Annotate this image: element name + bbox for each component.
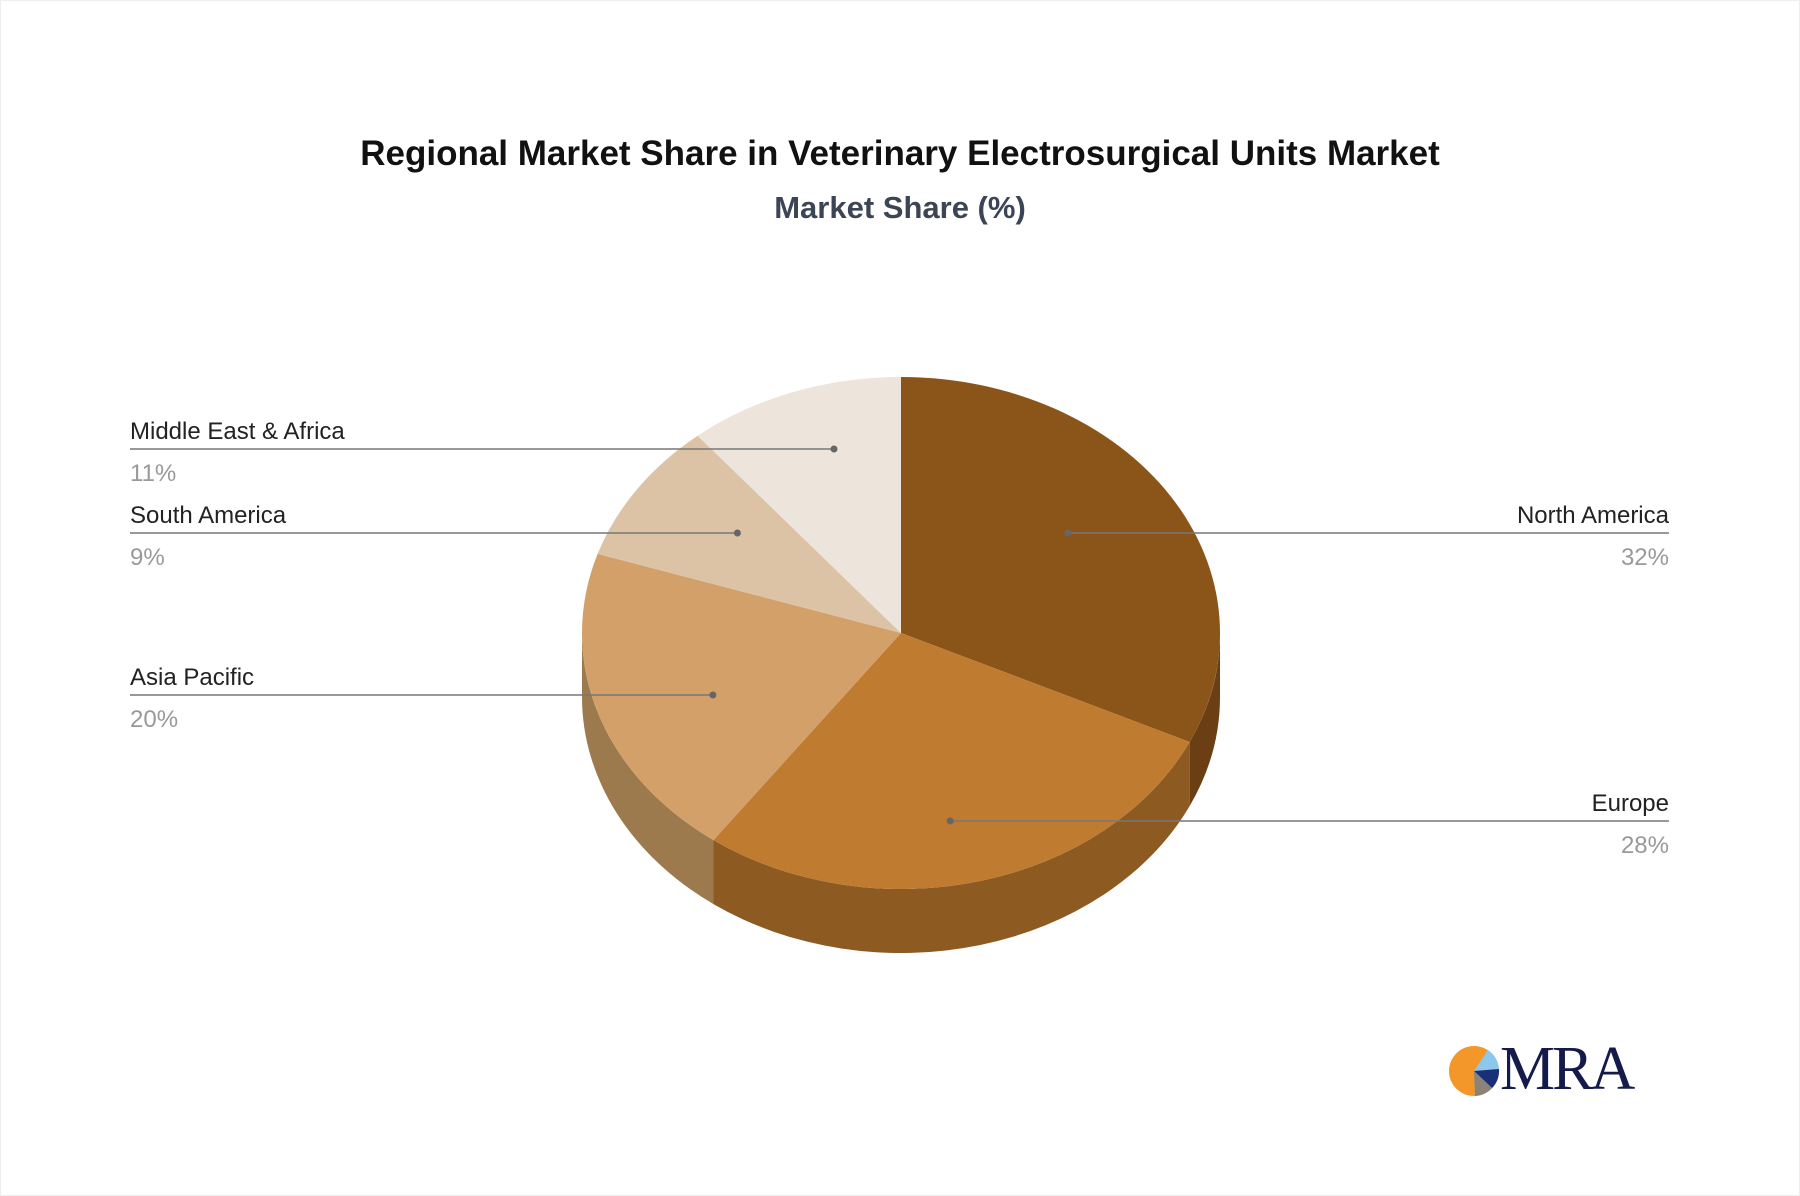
slice-label: North America	[1517, 502, 1670, 529]
pie-slice-north-america	[901, 377, 1220, 742]
pie-slice-middle-east-africa	[697, 377, 901, 633]
leader-dot	[1064, 529, 1072, 537]
leader-dot	[830, 445, 838, 453]
leader-dot	[709, 691, 717, 699]
slice-value: 20%	[130, 706, 178, 733]
slice-label: Europe	[1592, 790, 1669, 817]
pie-side-2	[582, 633, 714, 905]
slice-value: 28%	[1621, 832, 1669, 859]
slice-label: Middle East & Africa	[130, 418, 345, 445]
leader-dot	[946, 817, 954, 825]
logo-pie-icon	[1449, 1046, 1500, 1096]
mra-logo: MRA	[1448, 1035, 1648, 1103]
pie-side-1	[713, 741, 1190, 953]
slice-value: 11%	[130, 460, 176, 487]
slice-label: Asia Pacific	[130, 664, 254, 691]
chart-subtitle: Market Share (%)	[774, 190, 1026, 225]
pie-side-0	[1189, 633, 1220, 806]
pie-slice-asia-pacific	[582, 553, 901, 841]
slice-value: 32%	[1621, 544, 1669, 571]
chart-title: Regional Market Share in Veterinary Elec…	[360, 134, 1440, 173]
pie-slice-south-america	[597, 435, 901, 633]
slice-label: South America	[130, 502, 287, 529]
slice-value: 9%	[130, 544, 165, 571]
leader-dot	[733, 529, 741, 537]
pie-slice-europe	[713, 633, 1190, 889]
logo-text: MRA	[1500, 1035, 1635, 1103]
